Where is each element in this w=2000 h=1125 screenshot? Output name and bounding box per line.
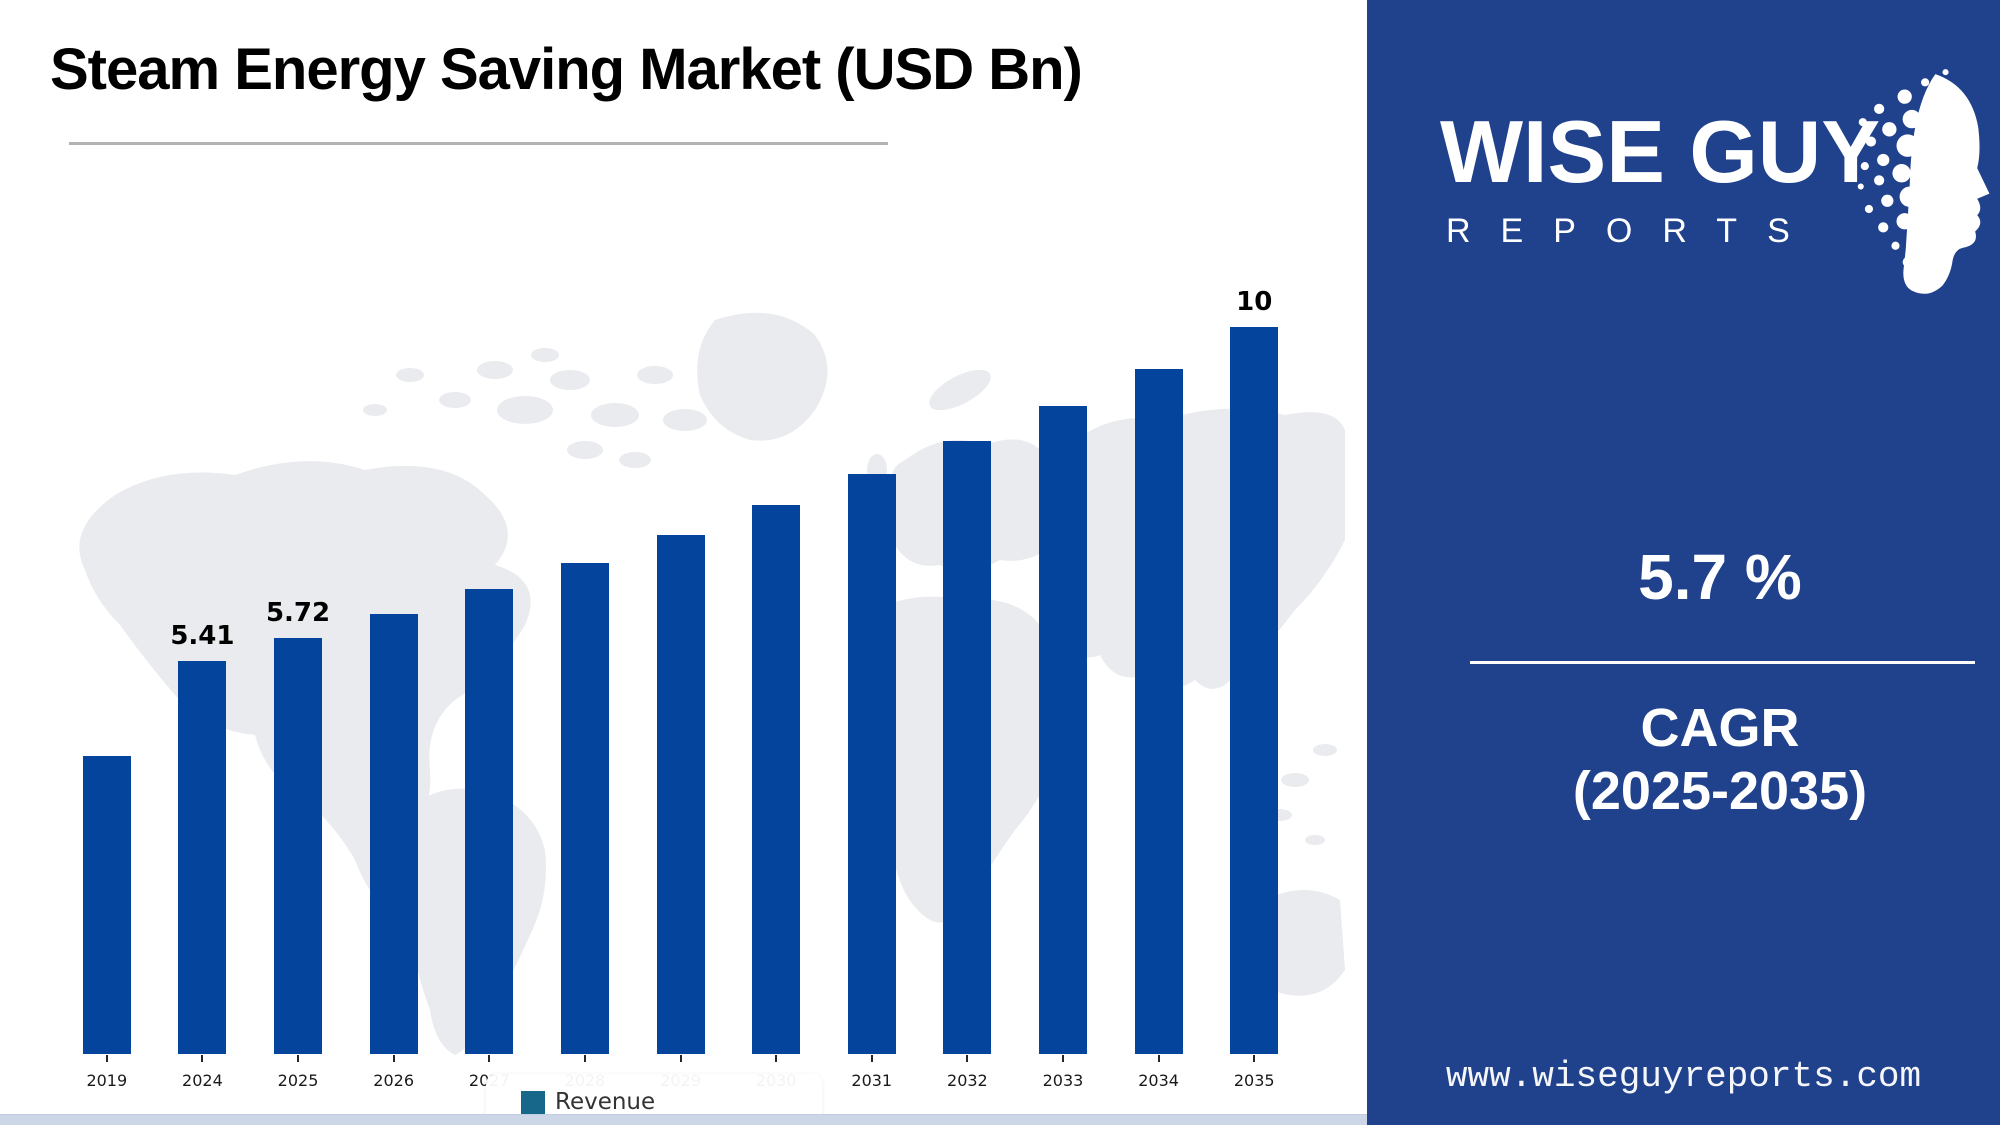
bar-group-2019: 2019 (59, 0, 155, 1090)
bar-value-label-2025: 5.72 (265, 598, 331, 628)
bar-2035 (1230, 327, 1279, 1054)
bar-group-2031: 2031 (824, 0, 920, 1090)
bar-2024 (178, 661, 227, 1054)
x-axis-tick (775, 1055, 778, 1062)
bar-group-2028: 2028 (537, 0, 633, 1090)
bar-group-2032: 2032 (920, 0, 1016, 1090)
bar-group-2026: 2026 (346, 0, 442, 1090)
chart-legend: Revenue (521, 1089, 655, 1115)
x-axis-tick (392, 1055, 395, 1062)
x-axis-tick (1157, 1055, 1160, 1062)
bar-group-2027: 2027 (441, 0, 537, 1090)
x-tick-label-2035: 2035 (1233, 1071, 1275, 1090)
bar-2031 (847, 474, 896, 1054)
bar-group-2029: 2029 (633, 0, 729, 1090)
logo-subtitle: REPORTS (1446, 212, 1820, 250)
page-title: Steam Energy Saving Market (USD Bn) (50, 37, 1083, 102)
bar-2027 (465, 589, 514, 1054)
head-dots-logo-icon (1853, 69, 1990, 294)
title-divider (69, 142, 888, 145)
bar-2029 (656, 535, 705, 1054)
brand-logo: WISE GUY REPORTS (1440, 108, 1880, 251)
bar-2030 (752, 505, 801, 1054)
bar-2019 (82, 756, 131, 1054)
bar-2034 (1134, 369, 1183, 1054)
sidebar: WISE GUY REPORTS 5.7 % CAGR (2025-2035) … (1367, 0, 2000, 1125)
cagr-divider (1470, 661, 1975, 664)
x-tick-label-2032: 2032 (947, 1071, 988, 1090)
logo-wordmark: WISE GUY (1440, 102, 1881, 201)
x-axis-tick (297, 1055, 300, 1062)
x-tick-label-2026: 2026 (373, 1071, 415, 1090)
x-tick-label-2031: 2031 (851, 1071, 893, 1090)
x-axis-tick (1061, 1055, 1064, 1062)
bar-group-2033: 2033 (1015, 0, 1111, 1090)
revenue-legend-swatch-icon (521, 1090, 545, 1114)
bar-group-2034: 2034 (1111, 0, 1207, 1090)
x-axis-tick (105, 1055, 108, 1062)
x-axis-tick (1253, 1055, 1256, 1062)
x-tick-label-2025: 2025 (277, 1071, 319, 1090)
legend-label: Revenue (555, 1089, 656, 1115)
x-tick-label-2024: 2024 (182, 1071, 223, 1090)
bar-group-2030: 2030 (728, 0, 824, 1090)
bar-group-2025: 5.72 2025 (250, 0, 346, 1090)
bottom-strip (0, 1114, 1367, 1125)
bar-2032 (943, 441, 992, 1054)
x-tick-label-2033: 2033 (1042, 1071, 1084, 1090)
cagr-label: CAGR (1640, 698, 1800, 758)
bar-2025 (274, 638, 323, 1054)
x-axis-tick (488, 1055, 491, 1062)
bar-chart: 2019 5.41 2024 5.72 2025 2026 2027202820292030… (59, 0, 1302, 1090)
bar-value-label-2024: 5.41 (170, 621, 235, 651)
cagr-range: (2025-2035) (1572, 761, 1868, 821)
x-axis-tick (966, 1055, 969, 1062)
x-axis-tick (870, 1055, 873, 1062)
bar-2028 (560, 563, 609, 1054)
x-tick-label-2034: 2034 (1138, 1071, 1179, 1090)
bar-group-2035: 10 2035 (1206, 0, 1302, 1090)
cagr-value: 5.7 % (1638, 541, 1802, 613)
bar-value-label-2035: 10 (1236, 287, 1273, 317)
bar-2033 (1038, 406, 1087, 1054)
x-tick-label-2019: 2019 (86, 1071, 128, 1090)
x-axis-tick (583, 1055, 586, 1062)
x-axis-tick (201, 1055, 204, 1062)
bar-2026 (369, 614, 418, 1054)
x-axis-tick (679, 1055, 682, 1062)
bar-group-2024: 5.41 2024 (155, 0, 251, 1090)
website-link[interactable]: www.wiseguyreports.com (1445, 1056, 1922, 1097)
